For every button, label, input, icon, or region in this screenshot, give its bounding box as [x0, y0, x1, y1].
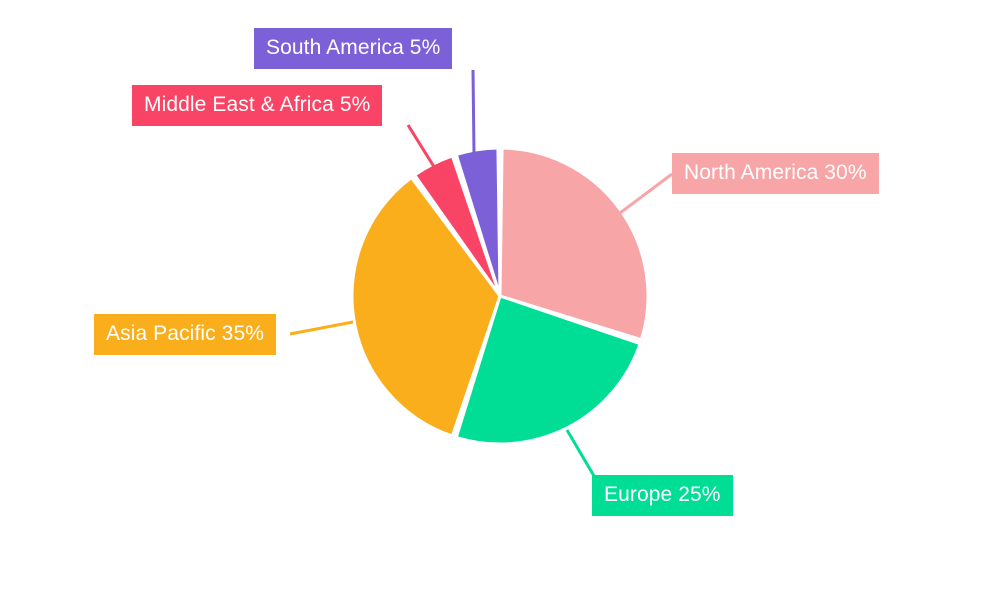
pie-label-asia-pacific[interactable]: Asia Pacific 35%: [94, 314, 277, 355]
pie-slices: [350, 146, 650, 446]
pie-slice-europe[interactable]: [454, 294, 642, 446]
leader-line-north-america: [607, 172, 673, 224]
pie-label-north-america[interactable]: North America 30%: [672, 153, 879, 194]
leader-line-middle-east-africa: [406, 124, 438, 171]
pie-label-europe[interactable]: Europe 25%: [592, 475, 733, 516]
pie-slice-asia-pacific[interactable]: [350, 175, 502, 438]
pie-slice-south-america[interactable]: [454, 146, 502, 298]
leader-lines: [289, 69, 673, 477]
leader-line-europe: [565, 429, 596, 477]
pie-slice-north-america[interactable]: [498, 146, 650, 342]
pie-label-middle-east-africa[interactable]: Middle East & Africa 5%: [132, 85, 383, 126]
leader-line-asia-pacific: [289, 320, 354, 336]
leader-line-south-america: [471, 69, 476, 154]
pie-label-south-america[interactable]: South America 5%: [254, 28, 453, 69]
